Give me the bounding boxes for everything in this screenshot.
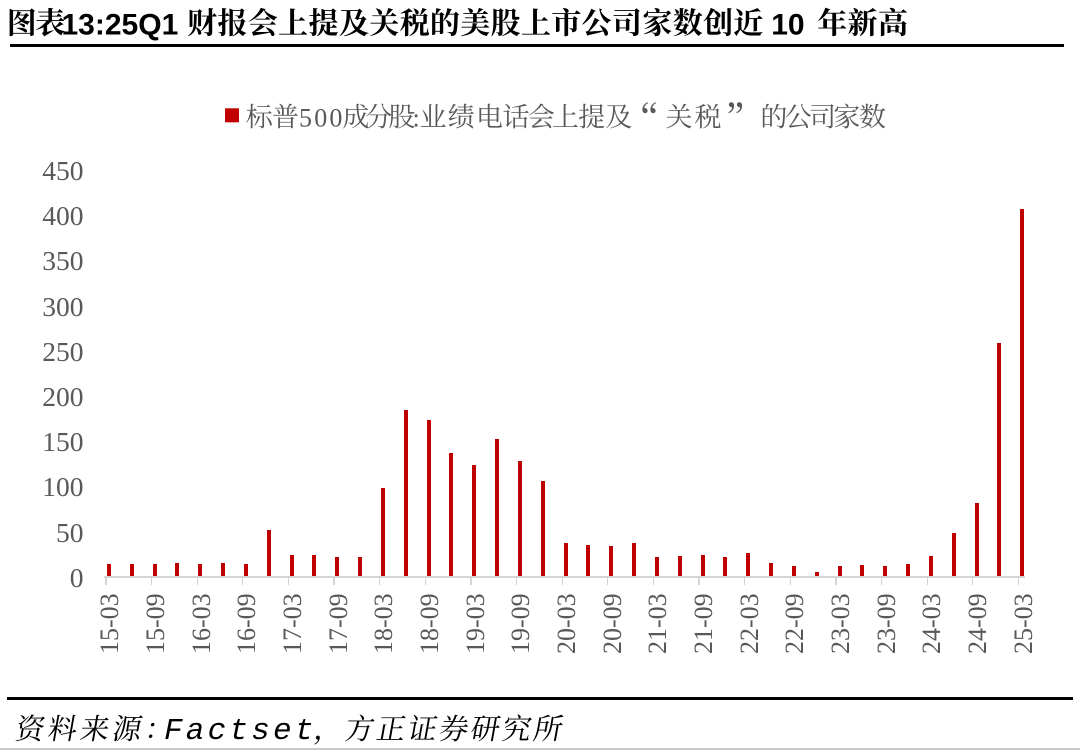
- svg-text:500: 500: [299, 103, 345, 132]
- svg-text::: :: [413, 103, 420, 132]
- svg-text:10: 10: [771, 9, 804, 42]
- svg-text:13:25Q1: 13:25Q1: [62, 9, 179, 42]
- svg-text:Factset: Factset: [164, 714, 317, 749]
